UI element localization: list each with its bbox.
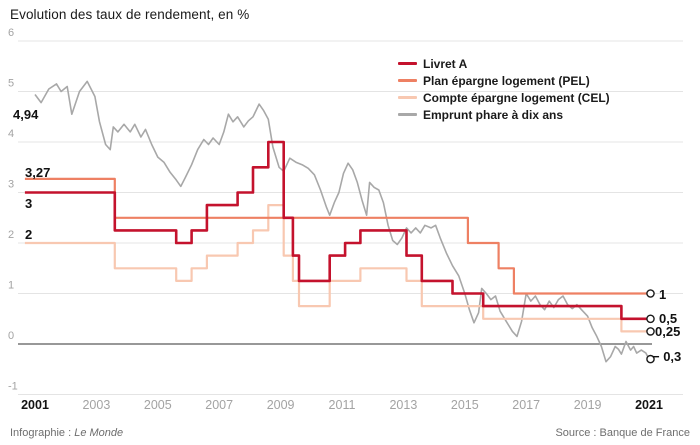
start-value-emprunt: 4,94	[13, 107, 39, 122]
legend-swatch-pel	[398, 79, 417, 82]
legend-label: Emprunt phare à dix ans	[423, 107, 564, 122]
series-line-livret-a	[24, 140, 647, 321]
credit-prefix: Infographie :	[10, 427, 75, 439]
legend-swatch-livret-a	[398, 62, 417, 65]
end-marker-plan-epargne-logement-pel	[646, 289, 655, 298]
legend-label: Livret A	[423, 56, 468, 71]
y-tick-label: 3	[8, 179, 14, 191]
data-source: Source : Banque de France	[555, 427, 690, 439]
y-tick-label: -1	[8, 381, 18, 393]
legend-item-pel: Plan épargne logement (PEL)	[398, 72, 610, 89]
end-value-cel: 0,25	[655, 324, 681, 339]
legend-item-emprunt: Emprunt phare à dix ans	[398, 106, 610, 123]
legend-item-cel: Compte épargne logement (CEL)	[398, 89, 610, 106]
x-tick-label: 2013	[389, 398, 417, 412]
legend-label: Plan épargne logement (PEL)	[423, 73, 590, 88]
credit: Infographie : Le Monde	[10, 427, 123, 439]
y-tick-label: 1	[8, 280, 14, 292]
x-tick-label: 2021	[635, 398, 663, 412]
legend: Livret A Plan épargne logement (PEL) Com…	[398, 55, 610, 123]
credit-source: Le Monde	[74, 427, 124, 439]
series-line-emprunt-phare-a-dix-ans	[34, 80, 650, 363]
legend-swatch-emprunt	[398, 113, 417, 116]
x-tick-label: 2011	[329, 398, 356, 412]
end-value-livret: 0,5	[659, 311, 678, 326]
y-tick-label: 6	[8, 27, 14, 39]
y-tick-label: 4	[8, 128, 14, 140]
legend-item-livret-a: Livret A	[398, 55, 610, 72]
x-tick-label: 2017	[512, 398, 540, 412]
start-value-pel: 3,27	[25, 165, 51, 180]
start-value-livret: 3	[25, 196, 33, 211]
x-tick-label: 2019	[574, 398, 602, 412]
legend-label: Compte épargne logement (CEL)	[423, 90, 610, 105]
y-tick-label: 0	[8, 330, 14, 342]
end-marker-livret-a	[646, 314, 655, 324]
end-marker-compte-epargne-logement-cel	[646, 327, 655, 336]
y-tick-label: 5	[8, 78, 14, 90]
y-tick-label: 2	[8, 229, 14, 241]
start-value-cel: 2	[25, 227, 33, 242]
end-marker-emprunt-phare-a-dix-ans	[646, 354, 655, 364]
page-title: Evolution des taux de rendement, en %	[10, 7, 250, 22]
x-tick-label: 2007	[205, 398, 233, 412]
x-tick-label: 2009	[267, 398, 295, 412]
x-tick-label: 2015	[451, 398, 479, 412]
legend-swatch-cel	[398, 96, 417, 99]
series-line-plan-epargne-logement-pel	[24, 177, 647, 295]
end-value-pel: 1	[659, 287, 667, 302]
end-value-emprunt: − 0,3	[652, 349, 682, 364]
x-tick-label: 2001	[21, 398, 49, 412]
series-line-compte-epargne-logement-cel	[24, 204, 647, 333]
x-tick-label: 2003	[82, 398, 110, 412]
x-tick-label: 2005	[144, 398, 172, 412]
